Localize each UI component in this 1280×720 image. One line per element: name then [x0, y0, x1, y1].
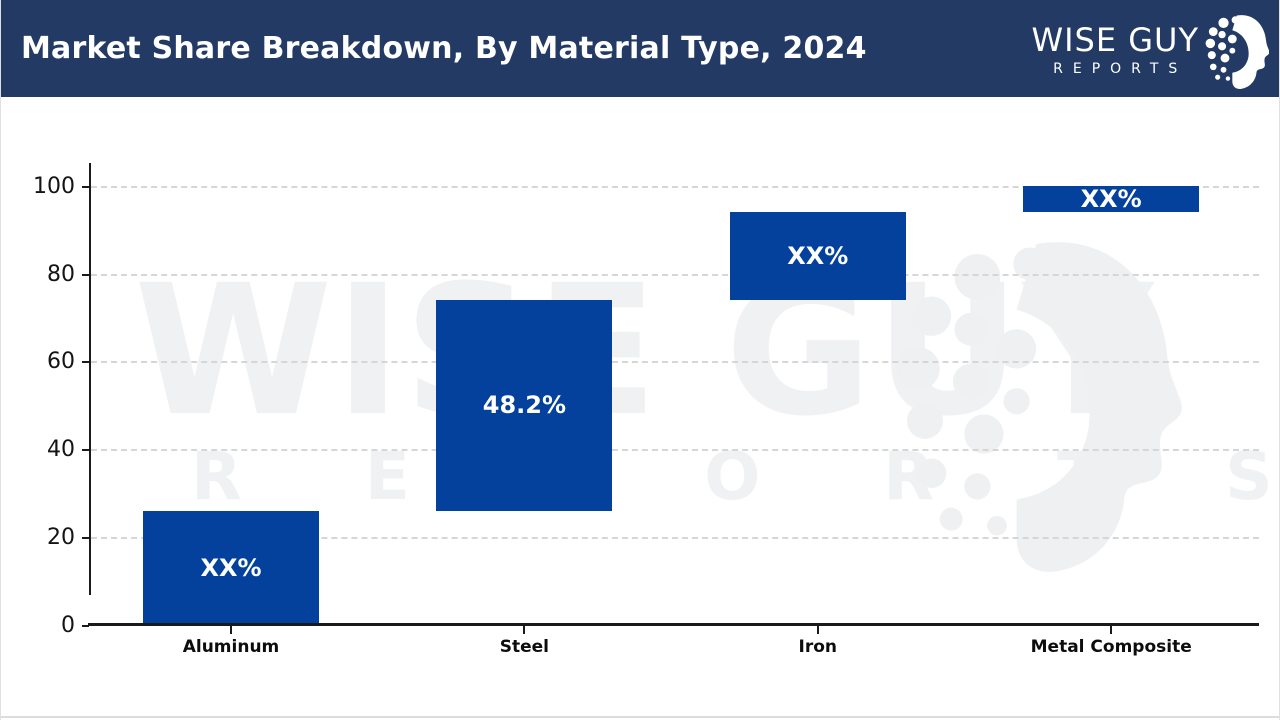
x-tick-mark-iron [816, 626, 819, 634]
dotted-head-icon [1205, 15, 1269, 89]
y-tick-label-0: 0 [61, 612, 75, 638]
x-tick-mark-steel [523, 626, 526, 634]
y-axis [89, 163, 91, 595]
gridline-20 [91, 536, 1259, 539]
gridline-60 [91, 361, 1259, 364]
gridline-100 [91, 186, 1259, 188]
page-bottom-rule [1, 716, 1279, 718]
x-axis-label-iron: Iron [798, 637, 838, 657]
bar-iron: XX% [729, 212, 906, 300]
brand-logo: WISE GUY REPORTS [1031, 4, 1269, 96]
logo-wordmark-line2: REPORTS [1053, 60, 1188, 77]
logo-wordmark: WISE GUY REPORTS [1031, 21, 1199, 77]
gridline-80 [91, 273, 1259, 276]
header-bar: Market Share Breakdown, By Material Type… [1, 0, 1279, 97]
y-tick-label-80: 80 [47, 261, 75, 287]
x-tick-mark-metal-composite [1110, 626, 1113, 634]
x-axis-label-steel: Steel [499, 637, 550, 657]
y-tick-mark-60 [82, 361, 89, 364]
watermark-head-icon [897, 242, 1182, 572]
y-tick-mark-80 [82, 273, 89, 276]
x-axis-label-aluminum: Aluminum [182, 637, 280, 657]
bar-value-label-steel: 48.2% [482, 391, 567, 420]
x-axis-label-metal-composite: Metal Composite [1030, 637, 1192, 657]
gridline-40 [91, 449, 1259, 452]
bar-value-label-iron: XX% [787, 242, 849, 271]
bar-steel: 48.2% [436, 299, 613, 512]
x-axis [88, 623, 1259, 626]
logo-wordmark-line1: WISE GUY [1031, 21, 1199, 60]
y-tick-mark-0 [82, 624, 89, 627]
bar-metal-composite: XX% [1023, 185, 1200, 214]
chart-area: 0 20 40 60 80 100 XX% Aluminum 48.2% Steel XX% Iro… [1, 97, 1279, 716]
y-tick-mark-100 [82, 186, 89, 188]
page-title: Market Share Breakdown, By Material Type… [21, 31, 867, 66]
y-tick-mark-40 [82, 449, 89, 452]
bar-value-label-metal-composite: XX% [1080, 185, 1142, 214]
x-tick-mark-aluminum [230, 626, 232, 634]
bar-aluminum: XX% [143, 511, 319, 626]
y-tick-label-40: 40 [47, 437, 75, 463]
y-tick-label-20: 20 [47, 524, 75, 550]
y-tick-label-100: 100 [33, 174, 75, 199]
y-tick-label-60: 60 [47, 349, 75, 375]
y-tick-mark-20 [82, 536, 89, 539]
bar-value-label-aluminum: XX% [200, 554, 262, 583]
